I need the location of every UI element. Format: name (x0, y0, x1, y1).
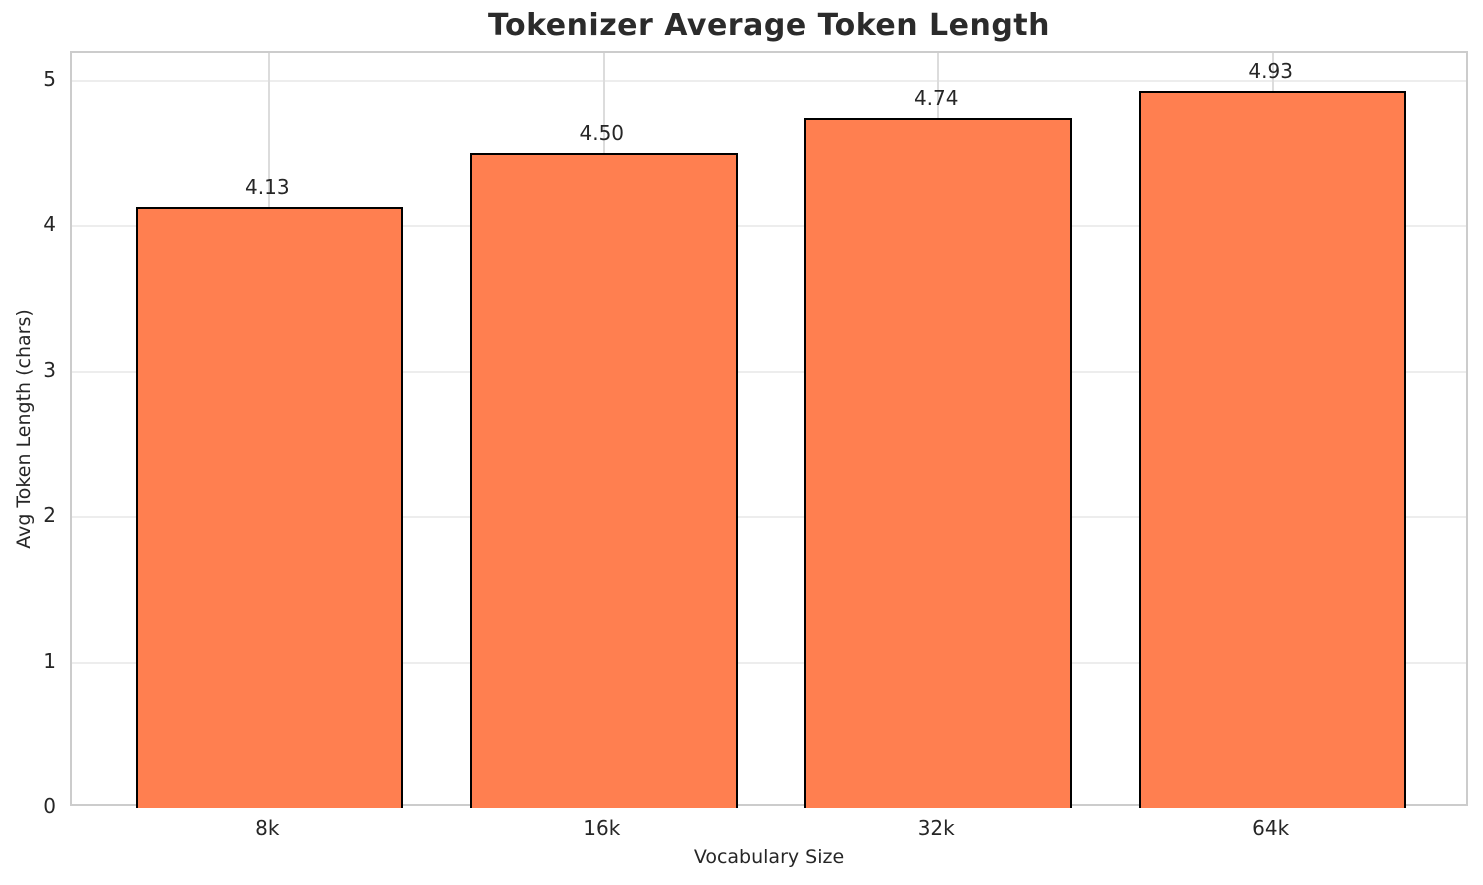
bar-value-label: 4.50 (579, 121, 625, 146)
x-tick-label: 32k (917, 816, 955, 840)
y-gridline (72, 79, 1466, 82)
bar-value-label: 4.13 (245, 175, 290, 200)
bar-value-label: 4.93 (1248, 58, 1293, 83)
y-gridline (72, 516, 1466, 519)
y-tick-label: 1 (43, 648, 56, 673)
y-gridline (72, 370, 1466, 373)
x-tick-label: 64k (1252, 816, 1290, 840)
x-tick-label: 8k (255, 816, 280, 840)
bar-8k (135, 207, 404, 808)
bar-value-label: 4.74 (913, 86, 959, 111)
y-tick-label: 2 (43, 503, 56, 528)
y-axis-label: Avg Token Length (chars) (13, 309, 35, 549)
bar-32k (804, 118, 1072, 808)
bar-64k (1138, 90, 1407, 808)
x-axis-label: Vocabulary Size (693, 846, 845, 868)
bar-16k (469, 153, 738, 808)
y-tick-label: 5 (43, 66, 56, 91)
y-gridline (72, 661, 1466, 664)
y-gridline (72, 225, 1466, 228)
y-tick-label: 4 (43, 212, 56, 237)
y-tick-label: 0 (43, 794, 56, 818)
chart-title: Tokenizer Average Token Length (487, 8, 1050, 43)
y-tick-label: 3 (43, 357, 56, 382)
x-tick-label: 16k (583, 816, 621, 840)
plot-area (70, 51, 1468, 808)
